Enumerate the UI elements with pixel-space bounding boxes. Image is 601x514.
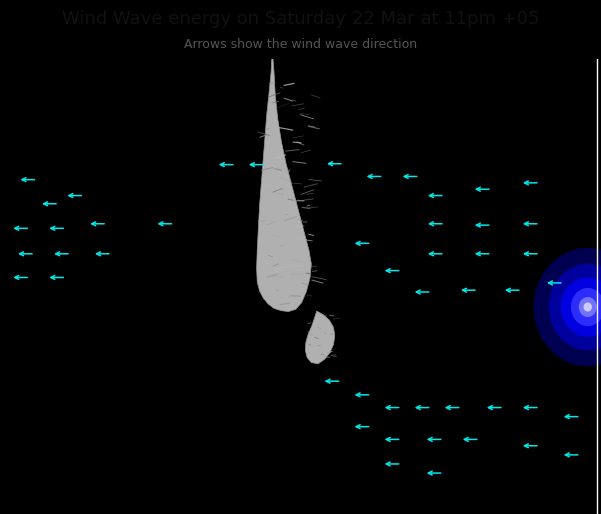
Text: Wind Wave energy on Saturday 22 Mar at 11pm +05: Wind Wave energy on Saturday 22 Mar at 1… [62, 10, 539, 28]
Ellipse shape [579, 297, 597, 317]
Ellipse shape [549, 264, 601, 350]
Ellipse shape [561, 278, 601, 337]
Ellipse shape [534, 248, 601, 366]
Text: Arrows show the wind wave direction: Arrows show the wind wave direction [184, 39, 417, 51]
Ellipse shape [571, 288, 601, 326]
Ellipse shape [584, 302, 592, 311]
Polygon shape [257, 50, 311, 311]
Polygon shape [305, 311, 335, 364]
